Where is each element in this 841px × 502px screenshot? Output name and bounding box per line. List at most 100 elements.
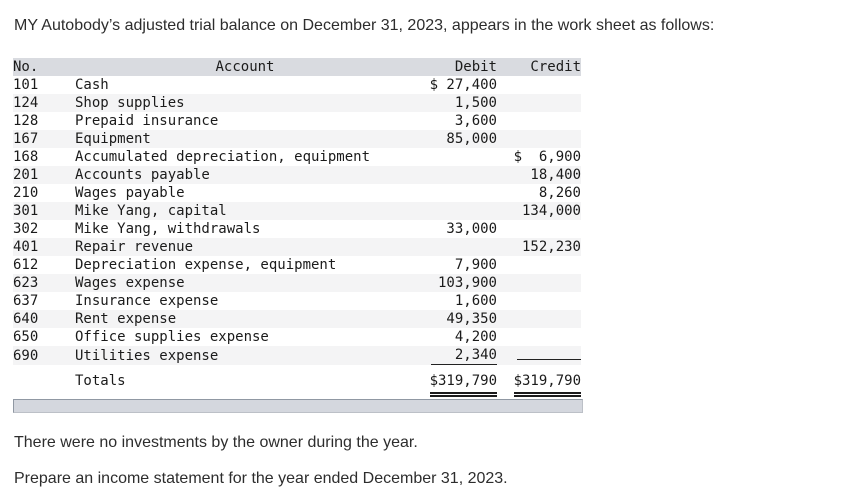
- debit-cell: 85,000: [415, 130, 497, 148]
- credit-cell: 152,230: [497, 238, 581, 256]
- table-row: 210 Wages payable 8,260: [13, 184, 581, 202]
- account-name: Shop supplies: [75, 94, 415, 112]
- debit-cell: 1,600: [415, 292, 497, 310]
- account-name: Depreciation expense, equipment: [75, 257, 337, 273]
- account-number: 301: [13, 202, 75, 220]
- account-name: Mike Yang, withdrawals: [75, 221, 261, 237]
- table-row: 128 Prepaid insurance 3,600: [13, 112, 581, 130]
- debit-amount: 7,900: [454, 257, 497, 273]
- debit-cell: [415, 166, 497, 184]
- note-prepare-statement: Prepare an income statement for the year…: [14, 470, 508, 487]
- account-number: 640: [13, 310, 75, 328]
- debit-cell: 2,340: [415, 346, 497, 365]
- credit-cell: 18,400: [497, 166, 581, 184]
- debit-amount: 33,000: [446, 221, 497, 237]
- account-number: 302: [13, 221, 39, 237]
- credit-cell: [497, 328, 581, 346]
- debit-cell: 33,000: [415, 220, 497, 238]
- account-number: 128: [13, 113, 39, 129]
- credit-cell: [497, 346, 581, 365]
- account-name: Wages expense: [75, 274, 415, 292]
- credit-cell: $ 6,900: [497, 148, 581, 166]
- account-name: Rent expense: [75, 310, 415, 328]
- credit-cell: 8,260: [497, 184, 581, 202]
- credit-cell: [497, 220, 581, 238]
- account-number: 167: [13, 130, 75, 148]
- table-row: 637 Insurance expense 1,600: [13, 292, 581, 310]
- credit-cell: [497, 256, 581, 274]
- note-no-investments: There were no investments by the owner d…: [14, 434, 418, 451]
- table-row: 168 Accumulated depreciation, equipment …: [13, 148, 581, 166]
- header-credit: Credit: [497, 58, 581, 76]
- debit-amount: 4,200: [454, 329, 497, 345]
- credit-cell: [497, 310, 581, 328]
- debit-cell: 4,200: [415, 328, 497, 346]
- debit-amount: 1,500: [454, 95, 497, 111]
- account-name: Prepaid insurance: [75, 113, 219, 129]
- account-number: 124: [13, 94, 75, 112]
- debit-cell: $ 27,400: [415, 76, 497, 94]
- account-number: 168: [13, 149, 39, 165]
- table-row: 167 Equipment 85,000: [13, 130, 581, 148]
- debit-cell: 3,600: [415, 112, 497, 130]
- credit-amount: [517, 358, 581, 360]
- page-title: MY Autobody’s adjusted trial balance on …: [14, 17, 715, 34]
- horizontal-scrollbar[interactable]: [13, 399, 583, 413]
- debit-amount: 1,600: [454, 293, 497, 309]
- trial-balance-table: No. Account Debit Credit 101 Cash $ 27,4…: [13, 58, 581, 406]
- account-name: Utilities expense: [75, 346, 415, 365]
- account-name: Repair revenue: [75, 238, 415, 256]
- account-name: Cash: [75, 77, 109, 93]
- credit-cell: [497, 76, 581, 94]
- account-number: 201: [13, 166, 75, 184]
- debit-cell: 7,900: [415, 256, 497, 274]
- totals-debit-amount: $319,790: [429, 372, 497, 397]
- debit-amount: 2,340: [431, 346, 497, 365]
- account-name: Accounts payable: [75, 166, 415, 184]
- debit-amount: 3,600: [454, 113, 497, 129]
- credit-amount: $ 6,900: [513, 149, 581, 165]
- table-row: 623 Wages expense 103,900: [13, 274, 581, 292]
- debit-cell: [415, 238, 497, 256]
- table-row: 640 Rent expense 49,350: [13, 310, 581, 328]
- debit-cell: [415, 184, 497, 202]
- account-number: 101: [13, 77, 39, 93]
- credit-amount: 152,230: [521, 239, 581, 255]
- table-row: 401 Repair revenue 152,230: [13, 238, 581, 256]
- credit-amount: 8,260: [538, 185, 581, 201]
- table-header: No. Account Debit Credit: [13, 58, 581, 76]
- account-number: 210: [13, 185, 39, 201]
- account-name: Insurance expense: [75, 293, 219, 309]
- trial-balance-table-container: No. Account Debit Credit 101 Cash $ 27,4…: [13, 58, 581, 406]
- debit-cell: [415, 202, 497, 220]
- credit-cell: [497, 112, 581, 130]
- credit-amount: 18,400: [530, 167, 581, 183]
- table-row: 101 Cash $ 27,400: [13, 76, 581, 94]
- debit-amount: 103,900: [437, 275, 497, 291]
- debit-cell: 103,900: [415, 274, 497, 292]
- debit-amount: 49,350: [446, 311, 497, 327]
- table-row: 124 Shop supplies 1,500: [13, 94, 581, 112]
- account-number: 612: [13, 257, 39, 273]
- debit-cell: 1,500: [415, 94, 497, 112]
- credit-cell: [497, 292, 581, 310]
- table-row: 690 Utilities expense 2,340: [13, 346, 581, 365]
- account-name: Wages payable: [75, 185, 185, 201]
- table-row: 650 Office supplies expense 4,200: [13, 328, 581, 346]
- account-number: 637: [13, 293, 39, 309]
- account-number: 623: [13, 274, 75, 292]
- header-no: No.: [13, 58, 75, 76]
- credit-amount: 134,000: [521, 203, 581, 219]
- table-row: 302 Mike Yang, withdrawals 33,000: [13, 220, 581, 238]
- account-name: Mike Yang, capital: [75, 202, 415, 220]
- table-row: 301 Mike Yang, capital 134,000: [13, 202, 581, 220]
- totals-credit-amount: $319,790: [513, 372, 581, 397]
- header-account: Account: [75, 58, 415, 76]
- debit-amount: 85,000: [446, 131, 497, 147]
- credit-cell: [497, 130, 581, 148]
- credit-cell: 134,000: [497, 202, 581, 220]
- table-row: 612 Depreciation expense, equipment 7,90…: [13, 256, 581, 274]
- account-name: Accumulated depreciation, equipment: [75, 149, 371, 165]
- account-name: Equipment: [75, 130, 415, 148]
- table-header-row: No. Account Debit Credit: [13, 58, 581, 76]
